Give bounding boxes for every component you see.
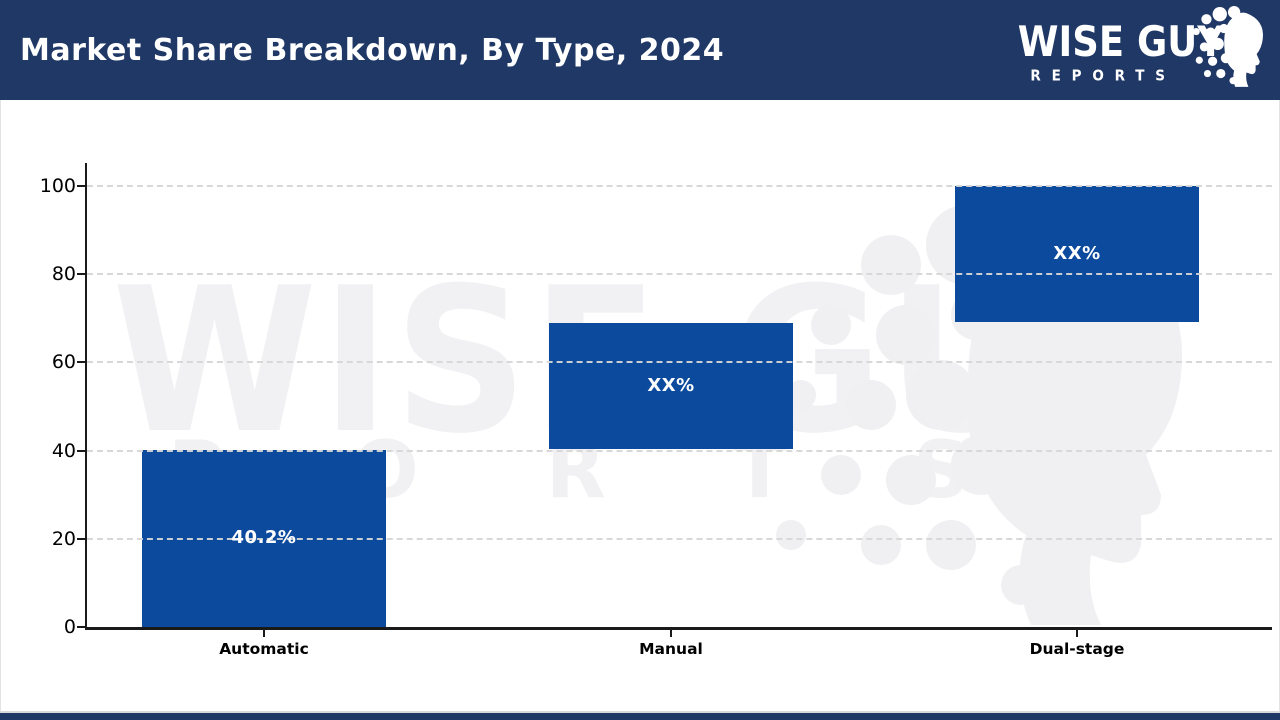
y-axis-tick: [77, 185, 85, 187]
logo-wise-guy-text: WISE GUY: [1018, 18, 1225, 67]
gridline: [87, 273, 1272, 276]
x-axis-category-label: Dual-stage: [1029, 640, 1125, 658]
logo-reports-text: REPORTS: [1030, 68, 1175, 85]
y-axis-tick: [77, 537, 85, 540]
x-axis-category-label: Manual: [639, 640, 703, 658]
y-axis-tick: [77, 273, 85, 276]
footer-accent-bar: [0, 713, 1280, 720]
y-axis-tick-label: 20: [51, 527, 76, 550]
bar-value-label: 40.2%: [231, 527, 297, 549]
gridline: [87, 537, 1272, 540]
y-axis-tick-label: 80: [51, 263, 76, 286]
y-axis-tick-label: 40: [51, 439, 76, 462]
bar-segment: [955, 186, 1199, 322]
y-axis-tick-label: 100: [39, 175, 76, 197]
x-axis-tick: [263, 630, 265, 637]
footer-divider: [0, 711, 1280, 713]
y-axis-tick-label: 0: [63, 616, 76, 638]
gridline: [87, 361, 1272, 364]
bar-value-label: XX%: [647, 374, 695, 396]
header-bar: Market Share Breakdown, By Type, 2024 WI…: [0, 0, 1280, 100]
logo-dotted-head: [1188, 5, 1263, 87]
x-axis-line: [85, 627, 1272, 630]
bar-value-label: XX%: [1053, 242, 1101, 264]
chart-title: Market Share Breakdown, By Type, 2024: [20, 32, 725, 68]
x-axis-category-label: Automatic: [219, 640, 309, 658]
y-axis-tick: [77, 626, 85, 628]
gridline: [87, 449, 1272, 452]
x-axis-tick: [670, 630, 672, 637]
x-axis-tick: [1076, 630, 1078, 637]
y-axis-line: [85, 163, 87, 629]
watermark-dotted-head: [776, 205, 1182, 625]
y-axis-tick: [77, 449, 85, 452]
gridline: [87, 185, 1272, 187]
wise-guy-reports-logo: WISE GUY REPORTS: [1018, 5, 1263, 87]
bar-segment: [549, 322, 793, 449]
y-axis-tick-label: 60: [51, 351, 76, 374]
y-axis-tick: [77, 361, 85, 364]
